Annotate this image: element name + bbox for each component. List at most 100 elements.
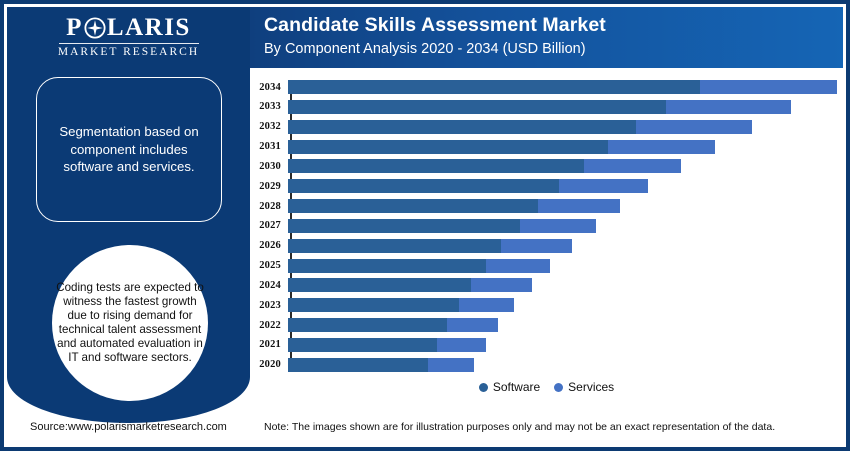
bar-track	[288, 318, 843, 333]
bar-segment-services[interactable]	[486, 258, 551, 273]
bar-row: 2026	[250, 238, 843, 253]
bar-segment-services[interactable]	[583, 159, 682, 174]
bar-segment-software[interactable]	[288, 337, 438, 352]
bar-segment-services[interactable]	[559, 179, 648, 194]
bar-segment-software[interactable]	[288, 298, 459, 313]
bar-row: 2034	[250, 80, 843, 94]
bar-segment-software[interactable]	[288, 139, 609, 154]
bar-row-year-label: 2029	[259, 180, 281, 192]
bar-segment-software[interactable]	[288, 199, 539, 214]
bar-segment-services[interactable]	[519, 218, 596, 233]
bar-segment-services[interactable]	[501, 238, 572, 253]
bar-segment-software[interactable]	[288, 258, 487, 273]
footer-source-link[interactable]: Source:www.polarismarketresearch.com	[30, 421, 227, 433]
bar-segment-software[interactable]	[288, 119, 636, 134]
bar-segment-software[interactable]	[288, 80, 700, 94]
chart-plot-area: 2034 2033 2032 2031 2030 2029 2028 2027 2026 2025…	[250, 76, 843, 376]
segmentation-callout-box: Segmentation based on component includes…	[36, 77, 222, 222]
brand-name-prefix: P	[66, 14, 83, 41]
brand-tagline: MARKET RESEARCH	[57, 46, 200, 58]
bar-segment-software[interactable]	[288, 238, 502, 253]
bar-track	[288, 139, 843, 154]
bar-row-year-label: 2033	[259, 101, 281, 113]
bar-row: 2020	[250, 357, 843, 372]
bar-segment-services[interactable]	[699, 80, 837, 94]
legend-label: Services	[568, 380, 615, 394]
bar-row: 2023	[250, 298, 843, 313]
bar-segment-software[interactable]	[288, 159, 584, 174]
legend-label: Software	[492, 380, 541, 394]
bar-row: 2025	[250, 258, 843, 273]
bar-row-year-label: 2024	[259, 279, 281, 291]
page-title: Candidate Skills Assessment Market	[264, 14, 606, 36]
bar-row-year-label: 2028	[259, 200, 281, 212]
bar-track	[288, 119, 843, 134]
bar-row-year-label: 2027	[259, 220, 281, 232]
bar-segment-services[interactable]	[437, 337, 487, 352]
bar-segment-software[interactable]	[288, 218, 520, 233]
bar-row-year-label: 2030	[259, 160, 281, 172]
bar-row: 2028	[250, 199, 843, 214]
bar-track	[288, 159, 843, 174]
bar-row: 2027	[250, 218, 843, 233]
bar-segment-services[interactable]	[458, 298, 514, 313]
brand-name-suffix: LARIS	[106, 14, 191, 41]
bar-segment-services[interactable]	[608, 139, 715, 154]
bar-segment-software[interactable]	[288, 99, 667, 114]
brand-name-row: P LARIS	[7, 15, 250, 40]
bar-segment-services[interactable]	[428, 357, 474, 372]
bar-segment-software[interactable]	[288, 278, 471, 293]
bar-row-year-label: 2025	[259, 260, 281, 272]
brand-divider	[58, 43, 199, 44]
legend-dot-icon	[554, 382, 564, 392]
bar-segment-services[interactable]	[538, 199, 621, 214]
bar-segment-services[interactable]	[470, 278, 532, 293]
bar-row-year-label: 2023	[259, 299, 281, 311]
bar-track	[288, 357, 843, 372]
footer: Source:www.polarismarketresearch.com Not…	[7, 419, 843, 443]
bar-track	[288, 80, 843, 94]
bar-row-year-label: 2021	[259, 339, 281, 351]
legend-item-services[interactable]: Services	[554, 380, 614, 394]
bar-track	[288, 179, 843, 194]
bar-rows: 2034 2033 2032 2031 2030 2029 2028 2027 2026 2025…	[250, 80, 843, 372]
legend-dot-icon	[478, 382, 488, 392]
bar-track	[288, 238, 843, 253]
bar-row: 2029	[250, 179, 843, 194]
left-sidebar-panel: P LARIS MARKET RESEARCH Segmentation bas…	[7, 7, 250, 423]
bar-track	[288, 337, 843, 352]
bar-row: 2031	[250, 139, 843, 154]
brand-logo: P LARIS MARKET RESEARCH	[7, 15, 250, 58]
bar-row-year-label: 2022	[259, 319, 281, 331]
bar-row-year-label: 2032	[259, 121, 281, 133]
bar-row-year-label: 2026	[259, 240, 281, 252]
bar-row: 2030	[250, 159, 843, 174]
insight-callout-circle: Coding tests are expected to witness the…	[52, 245, 208, 401]
bar-segment-services[interactable]	[666, 99, 792, 114]
chart-header: Candidate Skills Assessment Market By Co…	[250, 7, 843, 68]
footer-note: Note: The images shown are for illustrat…	[264, 421, 776, 433]
bar-segment-services[interactable]	[446, 318, 499, 333]
bar-segment-services[interactable]	[635, 119, 752, 134]
chart-legend: Software Services	[250, 380, 843, 394]
segmentation-callout-text: Segmentation based on component includes…	[59, 124, 199, 175]
page-subtitle: By Component Analysis 2020 - 2034 (USD B…	[264, 41, 586, 58]
bar-segment-software[interactable]	[288, 318, 447, 333]
chart-container: 2034 2033 2032 2031 2030 2029 2028 2027 2026 2025…	[250, 68, 843, 418]
bar-track	[288, 218, 843, 233]
bar-track	[288, 199, 843, 214]
bar-track	[288, 258, 843, 273]
bar-row: 2022	[250, 318, 843, 333]
bar-row-year-label: 2020	[259, 359, 281, 371]
compass-star-icon	[84, 16, 106, 39]
bar-row: 2024	[250, 278, 843, 293]
bar-row: 2032	[250, 119, 843, 134]
bar-track	[288, 99, 843, 114]
bar-row: 2021	[250, 337, 843, 352]
bar-segment-software[interactable]	[288, 179, 560, 194]
bar-row-year-label: 2031	[259, 141, 281, 153]
legend-item-software[interactable]: Software	[478, 380, 541, 394]
bar-segment-software[interactable]	[288, 357, 429, 372]
bar-track	[288, 278, 843, 293]
